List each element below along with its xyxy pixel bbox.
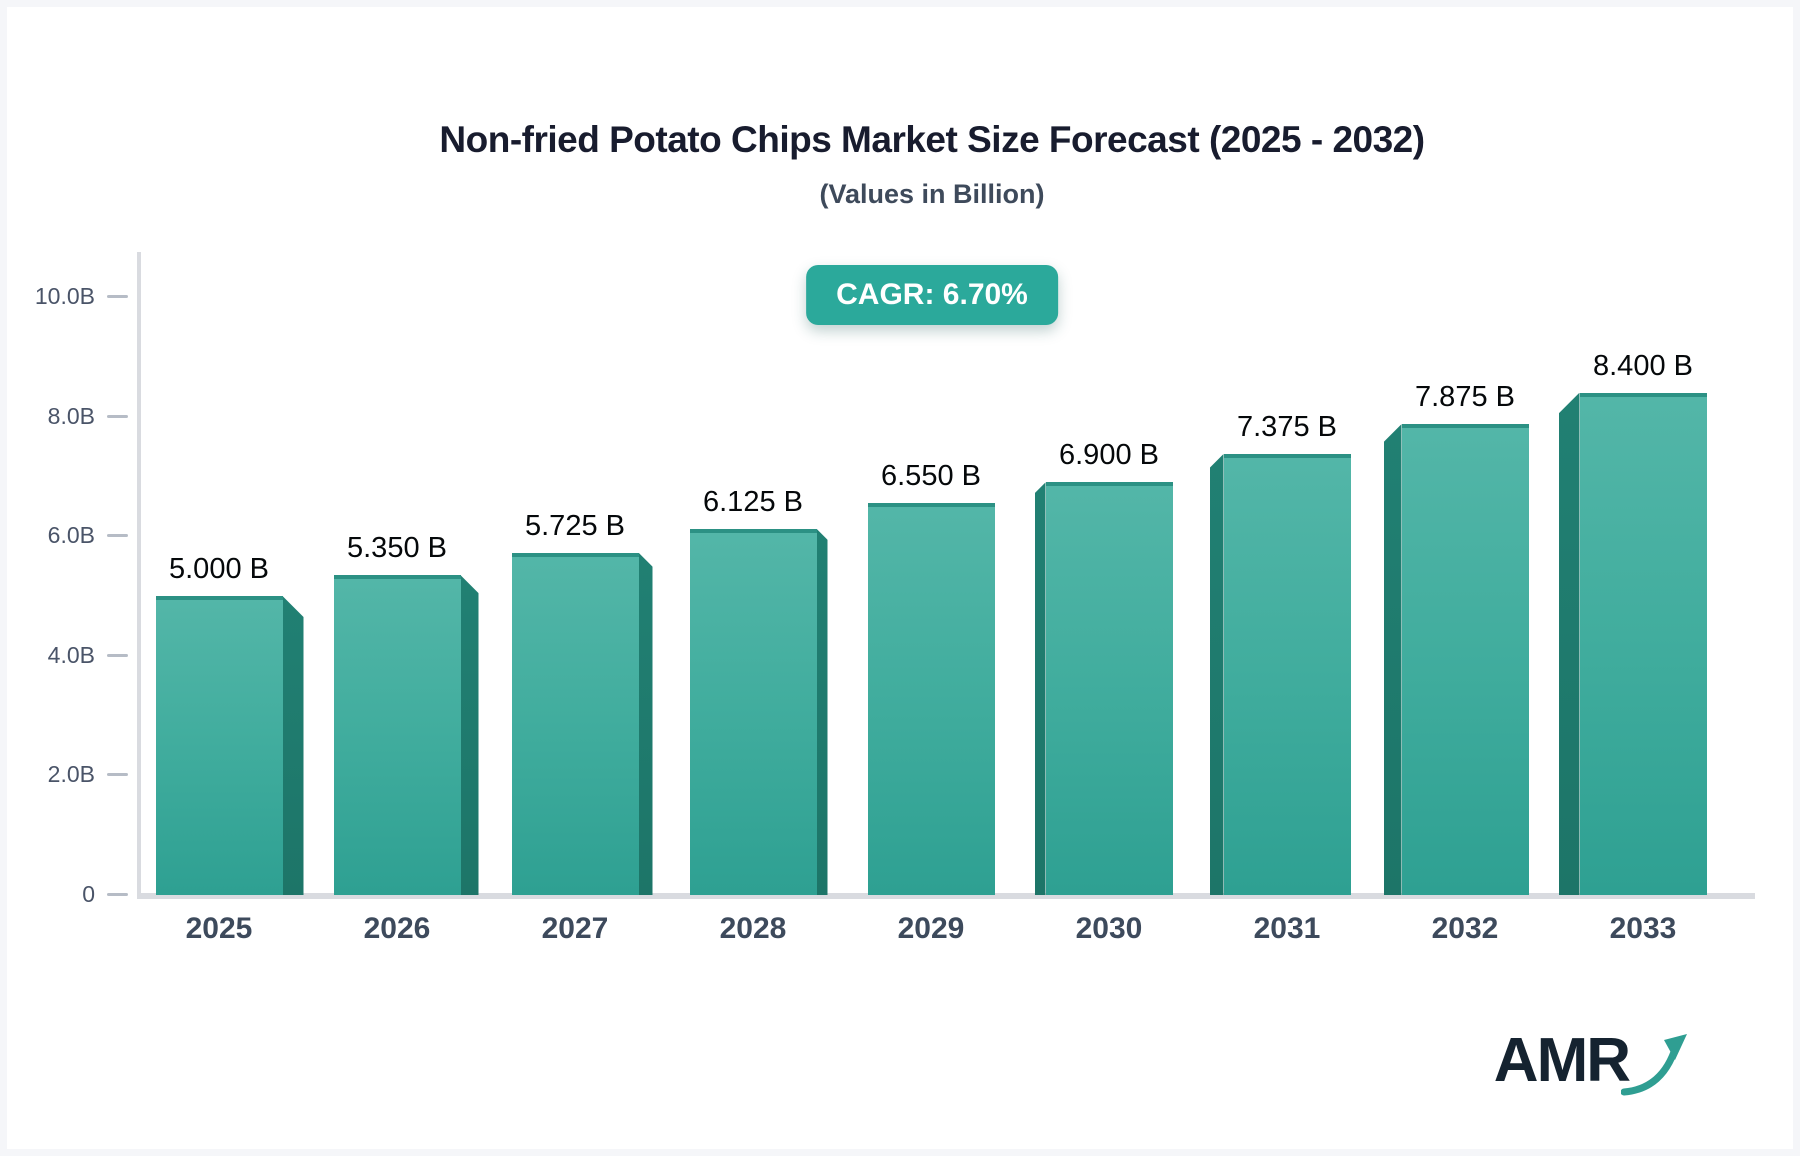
y-axis-label: 8.0B <box>47 402 95 429</box>
chart-title: Non-fried Potato Chips Market Size Forec… <box>439 119 1425 160</box>
y-axis-label: 4.0B <box>47 641 95 668</box>
bar-value-label: 7.875 B <box>1415 381 1515 414</box>
y-axis-label: 0 <box>82 881 95 907</box>
bar-value-label: 7.375 B <box>1237 410 1337 443</box>
plot-area: 10.0B 8.0B 6.0B 4.0B 2.0B 0 5.000 B 2025 5.350 B… <box>7 7 1793 1149</box>
chart-subtitle: (Values in Billion) <box>819 179 1045 209</box>
chart-card: Non-fried Potato Chips Market Size Forec… <box>7 7 1793 1149</box>
bar-side-2032 <box>1383 424 1402 895</box>
bar-2033 <box>1579 392 1707 895</box>
bar-side-2028 <box>816 528 828 895</box>
bar-2029 <box>867 503 995 895</box>
y-axis-tick <box>107 534 128 538</box>
y-axis-tick <box>107 414 128 418</box>
x-axis-label: 2026 <box>363 912 431 945</box>
y-axis-label: 10.0B <box>34 283 95 309</box>
y-axis-label: 2.0B <box>47 761 95 788</box>
y-axis-line <box>137 252 141 899</box>
amr-logo-text: AMR <box>1493 1026 1631 1095</box>
bar-2028 <box>689 528 817 895</box>
x-axis-line <box>137 893 1755 899</box>
bar-side-2033 <box>1558 392 1580 895</box>
bar-side-2030 <box>1034 482 1046 895</box>
x-axis-label: 2033 <box>1609 912 1677 945</box>
bar-value-label: 5.000 B <box>169 553 269 585</box>
y-axis-label: 6.0B <box>47 522 95 549</box>
bar-side-2025 <box>282 596 304 895</box>
amr-logo: AMR <box>1493 1026 1693 1098</box>
bar-2031 <box>1223 453 1351 895</box>
bar-2032 <box>1401 424 1529 895</box>
x-axis-label: 2032 <box>1431 912 1499 945</box>
bar-value-label: 5.725 B <box>525 509 625 542</box>
x-axis-label: 2030 <box>1075 912 1143 945</box>
y-axis-tick <box>107 295 128 298</box>
x-axis-label: 2025 <box>185 912 253 945</box>
x-axis-label: 2028 <box>719 912 787 945</box>
bar-2030 <box>1045 482 1173 895</box>
bar-value-label: 6.125 B <box>703 485 803 518</box>
x-axis-label: 2027 <box>541 912 609 945</box>
bar-2026 <box>333 575 461 895</box>
bar-side-2026 <box>460 575 479 895</box>
amr-logo-arrow-icon <box>1621 1034 1687 1096</box>
bar-2025 <box>155 596 283 895</box>
bar-value-label: 6.550 B <box>881 460 981 493</box>
cagr-badge: CAGR: 6.70% <box>806 265 1058 325</box>
bar-side-2031 <box>1209 453 1224 895</box>
bar-value-label: 8.400 B <box>1593 349 1693 382</box>
y-axis-tick <box>107 773 128 777</box>
x-axis-label: 2029 <box>897 912 965 945</box>
bar-side-2027 <box>638 552 653 895</box>
x-axis-label: 2031 <box>1253 912 1321 945</box>
bar-2027 <box>511 552 639 895</box>
y-axis-tick <box>107 893 128 896</box>
bar-value-label: 5.350 B <box>347 532 447 565</box>
bar-value-label: 6.900 B <box>1059 439 1159 472</box>
y-axis-tick <box>107 653 128 657</box>
